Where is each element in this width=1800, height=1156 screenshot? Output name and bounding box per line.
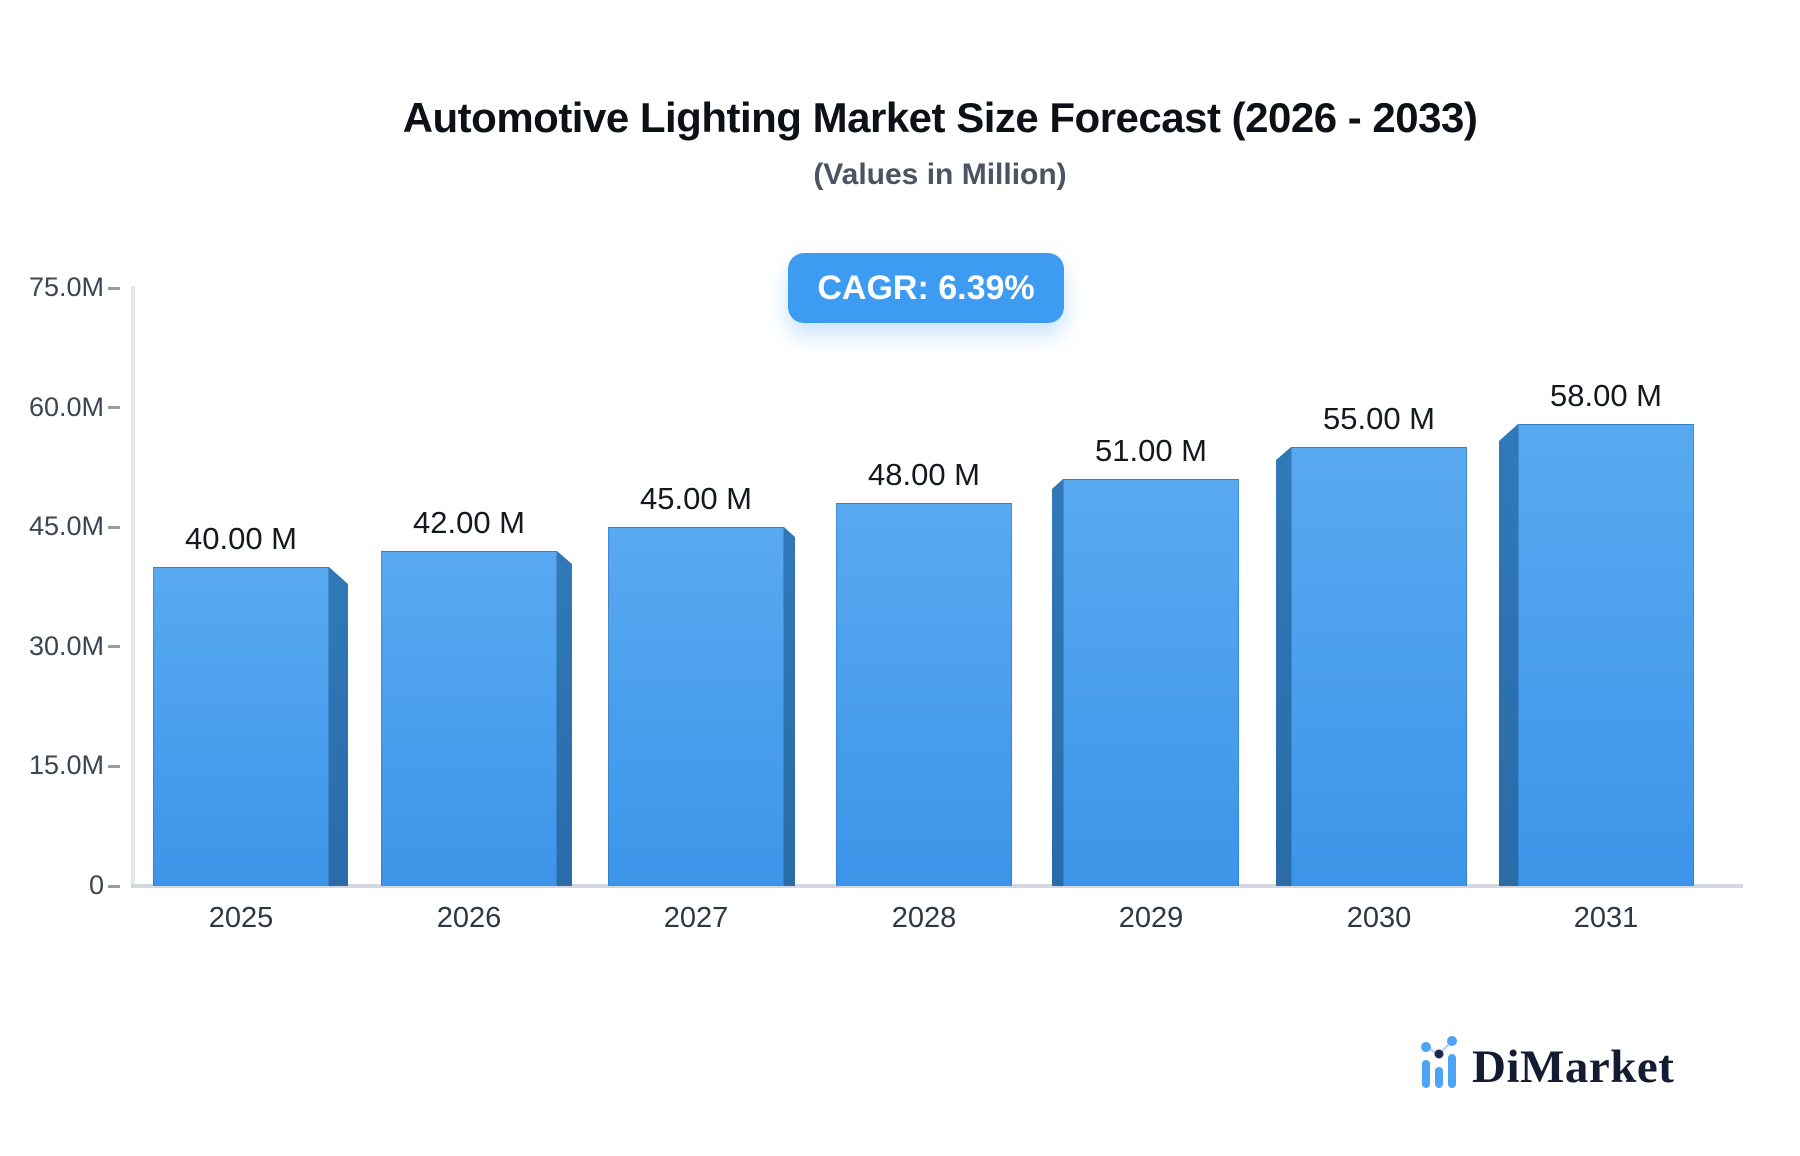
y-tick-label-30.0M: 30.0M (28, 630, 104, 661)
mini-bar-chart-logo-icon (1420, 1036, 1460, 1097)
x-tick-label-2031: 2031 (1573, 902, 1639, 934)
y-tick-mark (108, 884, 120, 888)
y-tick-mark (108, 764, 120, 768)
bar-value-label-2026: 42.00 M (412, 505, 525, 540)
y-tick-label-75.0M: 75.0M (28, 272, 104, 302)
y-tick-label-15.0M: 15.0M (28, 750, 104, 781)
x-tick-label-2026: 2026 (436, 902, 502, 934)
y-tick-mark (108, 525, 120, 529)
y-axis-line (131, 286, 135, 886)
bar-2027[interactable] (608, 527, 795, 886)
brand-name: DiMarket (1472, 1040, 1675, 1093)
bar-side-face (1276, 447, 1291, 886)
bar-side-face (784, 527, 795, 886)
y-tick-mark (108, 406, 120, 410)
x-tick-label-2025: 2025 (208, 902, 274, 934)
chart-title: Automotive Lighting Market Size Forecast… (402, 94, 1478, 141)
cagr-badge-label: CAGR: 6.39% (817, 268, 1035, 307)
bar-2031[interactable] (1499, 424, 1694, 886)
bar-2028[interactable] (836, 503, 1012, 886)
bar-side-face (1052, 479, 1063, 886)
y-tick-label-60.0M: 60.0M (28, 391, 104, 422)
bar-2030[interactable] (1276, 447, 1467, 886)
bar-2026[interactable] (381, 551, 572, 886)
x-axis-line (131, 884, 1743, 888)
bar-value-label-2030: 55.00 M (1322, 401, 1435, 436)
bar-side-face (329, 567, 348, 886)
bar-2029[interactable] (1052, 479, 1239, 886)
bar-value-label-2029: 51.00 M (1094, 433, 1207, 468)
bar-face (608, 527, 784, 886)
bar-side-face (557, 551, 572, 886)
y-tick-mark (108, 645, 120, 649)
bar-side-face (1499, 424, 1518, 886)
bar-value-label-2028: 48.00 M (867, 457, 980, 492)
bar-value-label-2027: 45.00 M (639, 481, 752, 516)
cagr-badge: CAGR: 6.39% (788, 253, 1064, 323)
bar-face (1291, 447, 1467, 886)
y-tick-label-45.0M: 45.0M (28, 511, 104, 542)
bar-2025[interactable] (153, 567, 348, 886)
y-tick-mark (108, 286, 120, 290)
bar-face (1063, 479, 1239, 886)
bar-face (836, 503, 1012, 886)
bar-value-label-2025: 40.00 M (184, 521, 297, 556)
brand-logo[interactable]: DiMarket (1420, 1036, 1674, 1097)
x-tick-label-2029: 2029 (1118, 902, 1184, 934)
x-tick-label-2030: 2030 (1346, 902, 1412, 934)
chart-subtitle: (Values in Million) (813, 158, 1067, 191)
bar-value-label-2031: 58.00 M (1549, 378, 1662, 413)
x-tick-label-2028: 2028 (891, 902, 957, 934)
x-tick-label-2027: 2027 (663, 902, 729, 934)
bar-face (381, 551, 557, 886)
bar-face (153, 567, 329, 886)
y-tick-label-0: 0 (88, 870, 104, 900)
bar-face (1518, 424, 1694, 886)
